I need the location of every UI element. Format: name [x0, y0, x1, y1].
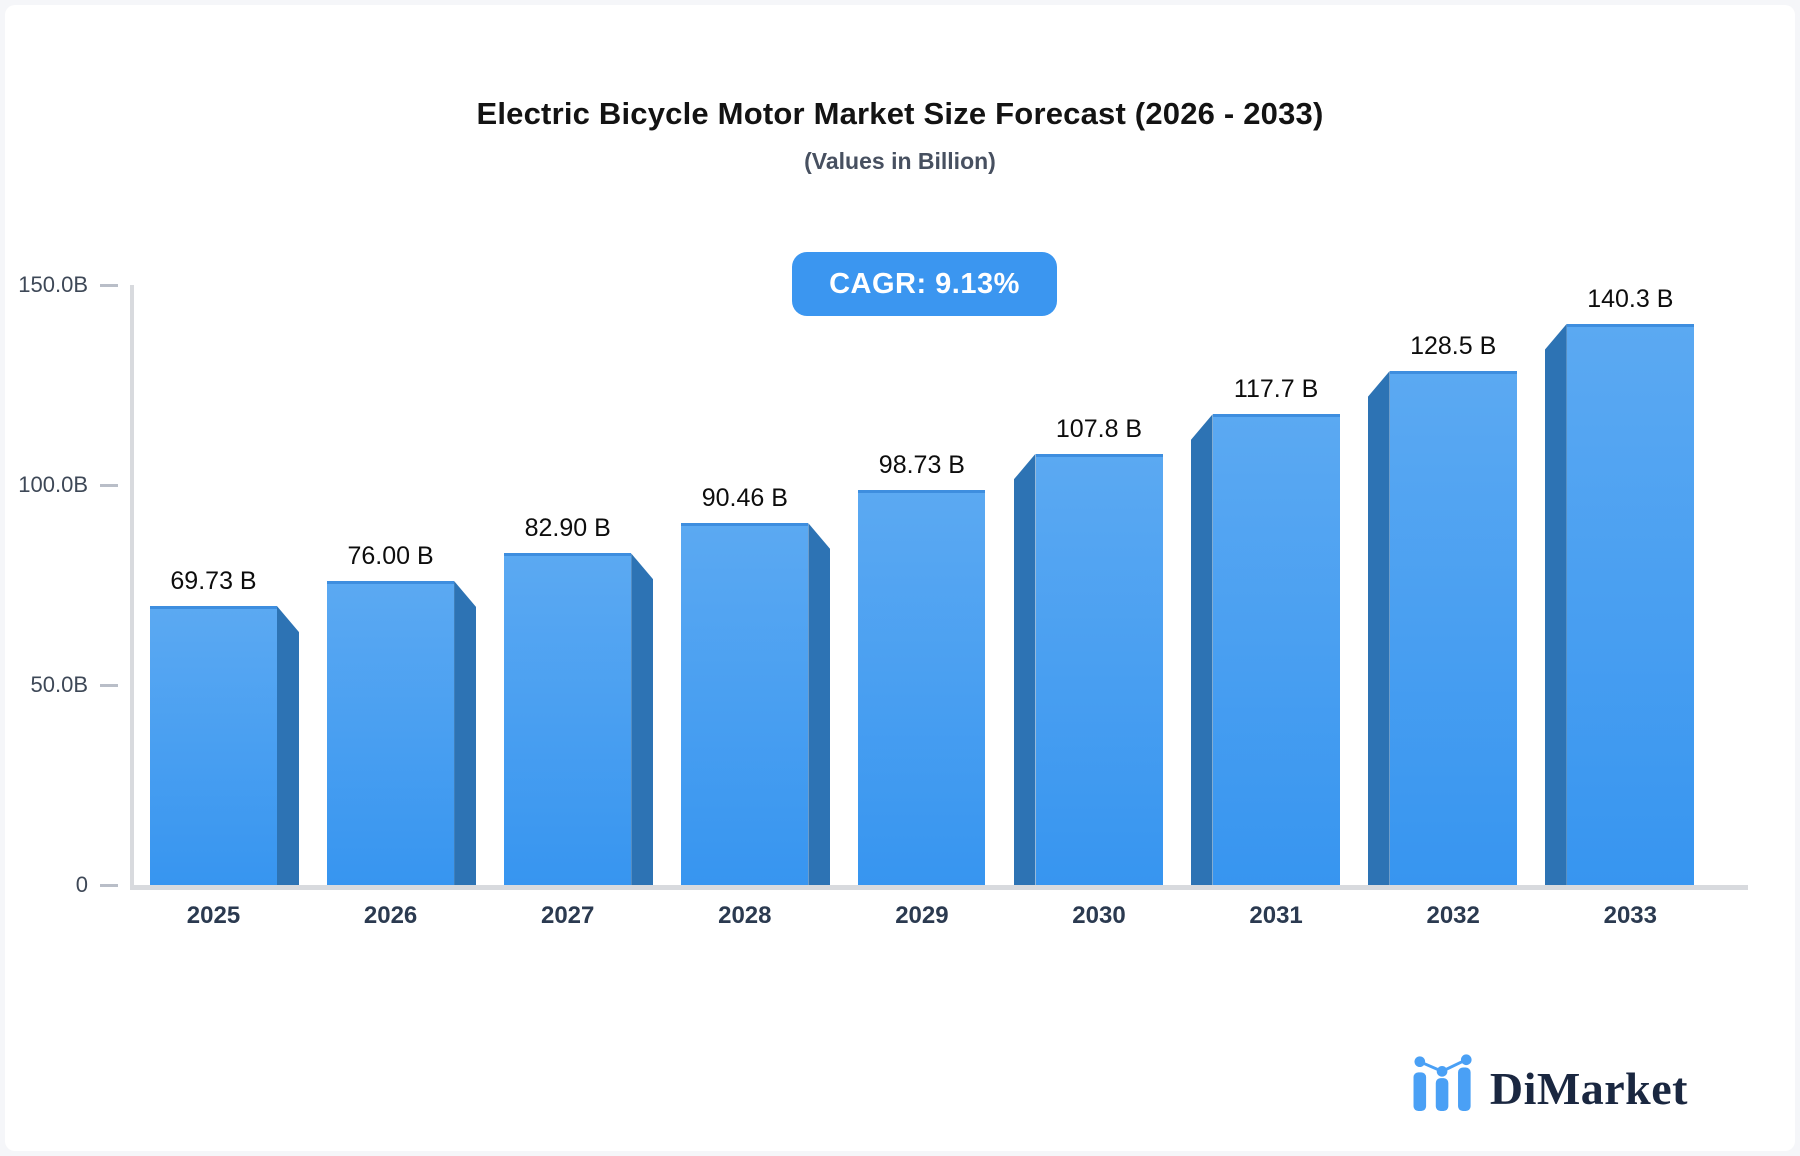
bar-value-label: 140.3 B [1587, 284, 1674, 313]
bar-value-label: 90.46 B [701, 484, 788, 513]
y-axis-tick [100, 483, 118, 487]
y-axis-label: 100.0B [18, 472, 88, 497]
bar-value-label: 117.7 B [1233, 375, 1319, 404]
y-axis-tick [100, 683, 118, 687]
x-axis-label: 2026 [363, 902, 418, 929]
bar-front-face [504, 553, 632, 885]
x-axis-label: 2028 [718, 902, 772, 929]
bar-value-label: 107.8 B [1055, 414, 1143, 443]
x-axis-label: 2027 [540, 902, 595, 929]
x-axis-label: 2030 [1072, 902, 1126, 929]
chart-subtitle: (Values in Billion) [804, 148, 996, 174]
brand-logo-text: DiMarket [1489, 1063, 1688, 1114]
bar-side-face [277, 606, 299, 885]
y-axis-tick [100, 883, 118, 887]
bar-front-face [681, 523, 809, 885]
chart-title: Electric Bicycle Motor Market Size Forec… [476, 96, 1324, 131]
bar-front-face [858, 490, 986, 885]
x-axis-label: 2029 [895, 902, 949, 929]
bar-front-face [1389, 371, 1517, 885]
y-axis-tick [100, 283, 118, 287]
bar-value-label: 76.00 B [347, 542, 434, 570]
bar-side-face [808, 523, 831, 885]
bar-value-label: 98.73 B [878, 451, 965, 480]
bar-front-face [1212, 414, 1340, 885]
bar-front-face [1035, 453, 1163, 885]
bar-side-face [1013, 453, 1036, 885]
y-axis-label: 150.0B [18, 272, 88, 297]
bar-chart-logo-icon [1413, 1054, 1472, 1112]
x-axis-label: 2033 [1603, 902, 1657, 929]
y-axis-line [130, 285, 134, 885]
x-axis-label: 2031 [1249, 902, 1303, 929]
bar-side-face [1190, 414, 1213, 885]
bar-side-face [631, 553, 654, 885]
bar-front-face [327, 581, 455, 885]
bar-value-label: 82.90 B [524, 514, 611, 543]
x-axis-baseline [130, 885, 1748, 890]
y-axis-label: 50.0B [30, 672, 89, 697]
y-axis-label: 0 [75, 872, 88, 897]
bar-value-label: 69.73 B [170, 567, 257, 596]
bar-side-face [1367, 371, 1390, 885]
bar-front-face [150, 606, 277, 885]
brand-logo: DiMarket [1412, 1052, 1688, 1112]
bar-side-face [1544, 323, 1567, 885]
bar-front-face [1566, 323, 1694, 885]
x-axis-label: 2032 [1426, 902, 1480, 929]
cagr-badge-label: CAGR: 9.13% [829, 267, 1020, 300]
cagr-badge: CAGR: 9.13% [792, 252, 1057, 316]
bar-side-face [454, 581, 477, 885]
bar-value-label: 128.5 B [1410, 332, 1497, 360]
x-axis-label: 2025 [186, 902, 241, 929]
